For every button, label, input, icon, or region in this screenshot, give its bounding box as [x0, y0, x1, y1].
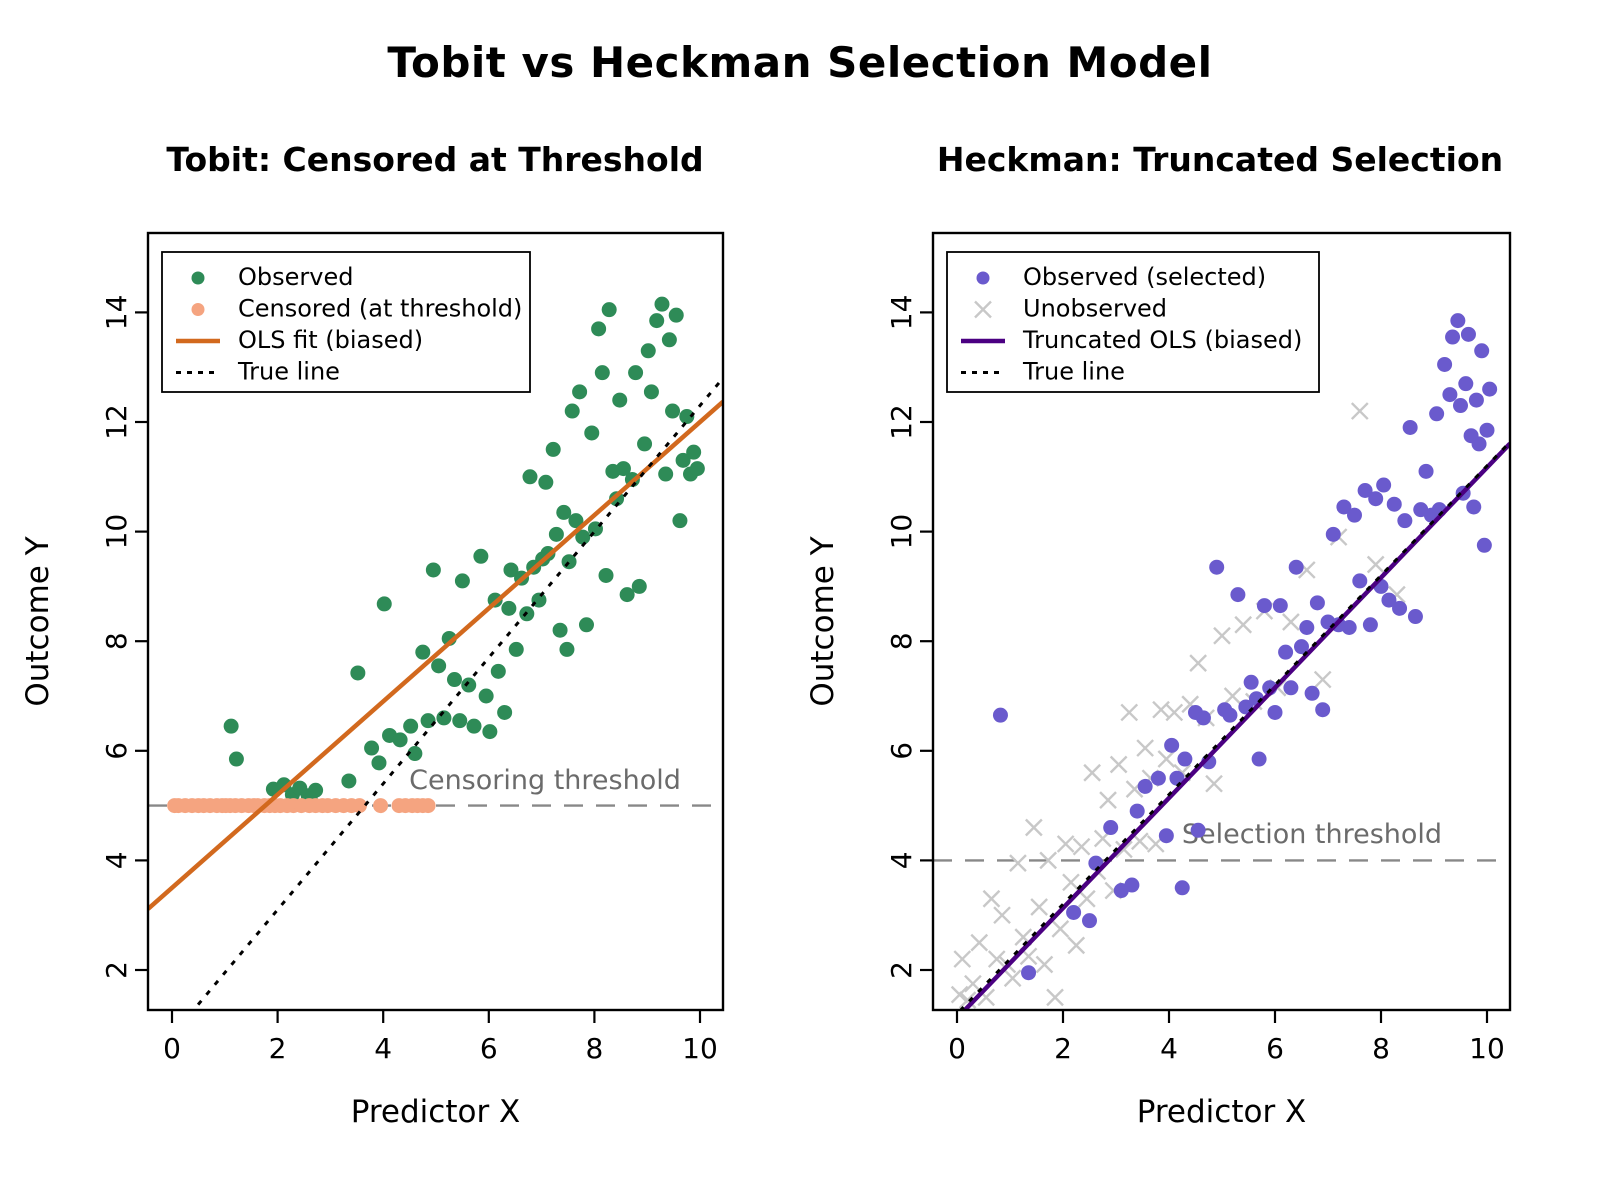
legend-marker-cross — [974, 300, 992, 319]
x-tick-label: 0 — [948, 1032, 966, 1065]
y-tick-label: 2 — [100, 961, 133, 979]
plot-frame — [146, 231, 725, 1012]
x-tick-label: 4 — [1160, 1032, 1178, 1065]
tobit-legend: Observed Censored (at threshold) OLS fit (… — [161, 251, 531, 393]
axes: 0 2 4 6 8 10 2 4 6 8 10 12 14 Predictor X Outcome Y — [20, 295, 718, 1130]
legend-marker-dot — [191, 271, 205, 285]
x-axis-label: Predictor X — [1137, 1094, 1307, 1130]
line-ols_fit_biased — [148, 400, 723, 911]
heckman-panel: 0 2 4 6 8 10 2 4 6 8 10 12 14 Predictor X Outcome Y Sel… — [805, 231, 1512, 1130]
legend-label: True line — [237, 358, 340, 386]
line-true_line — [958, 441, 1510, 1010]
threshold-label: Selection threshold — [1182, 819, 1442, 850]
plot-frame — [931, 231, 1512, 1012]
y-tick-label: 4 — [885, 851, 918, 869]
legend-label: Observed (selected) — [1023, 263, 1266, 291]
x-tick-label: 4 — [374, 1032, 392, 1065]
y-tick-label: 10 — [100, 514, 133, 550]
threshold-label: Censoring threshold — [409, 765, 681, 796]
y-tick-label: 6 — [100, 742, 133, 760]
y-tick-label: 2 — [885, 961, 918, 979]
legend-label: Censored (at threshold) — [238, 295, 522, 323]
legend-marker-dot — [976, 271, 990, 285]
tobit-panel-title: Tobit: Censored at Threshold — [166, 140, 704, 179]
x-tick-label: 2 — [269, 1032, 287, 1065]
fit-lines — [958, 441, 1510, 1010]
x-tick-label: 6 — [480, 1032, 498, 1065]
x-tick-label: 8 — [1372, 1032, 1390, 1065]
series-unobserved — [950, 402, 1406, 1009]
axes: 0 2 4 6 8 10 2 4 6 8 10 12 14 Predictor X Outcome Y — [805, 295, 1505, 1130]
legend-label: Observed — [238, 263, 353, 291]
x-tick-label: 0 — [163, 1032, 181, 1065]
y-tick-label: 8 — [885, 632, 918, 650]
y-axis-label: Outcome Y — [20, 536, 56, 706]
legend-label: True line — [1022, 358, 1125, 386]
fit-lines — [148, 377, 723, 1010]
x-tick-label: 6 — [1266, 1032, 1284, 1065]
legend-label: OLS fit (biased) — [238, 326, 423, 354]
y-tick-label: 4 — [100, 851, 133, 869]
x-tick-label: 10 — [682, 1032, 718, 1065]
y-tick-label: 6 — [885, 742, 918, 760]
series-observed_selected — [992, 313, 1498, 981]
legend-label: Unobserved — [1023, 295, 1167, 323]
x-tick-label: 2 — [1054, 1032, 1072, 1065]
series-censored_at_threshold — [167, 798, 436, 814]
y-tick-label: 14 — [100, 295, 133, 331]
heckman-legend: Observed (selected) Unobserved Truncated O… — [946, 251, 1320, 393]
x-tick-label: 10 — [1469, 1032, 1505, 1065]
y-tick-label: 10 — [885, 514, 918, 550]
y-tick-label: 12 — [885, 404, 918, 440]
tobit-panel: 0 2 4 6 8 10 2 4 6 8 10 12 14 Predictor X Outcome Y Cen… — [20, 231, 725, 1130]
main-title: Tobit vs Heckman Selection Model — [387, 38, 1213, 88]
legend-label: Truncated OLS (biased) — [1022, 326, 1302, 354]
scatter-points — [950, 313, 1498, 1009]
y-tick-label: 12 — [100, 404, 133, 440]
heckman-panel-title: Heckman: Truncated Selection — [936, 140, 1504, 179]
x-axis-label: Predictor X — [351, 1094, 521, 1130]
legend-marker-dot — [191, 303, 205, 316]
y-axis-label: Outcome Y — [805, 536, 841, 706]
x-tick-label: 8 — [585, 1032, 603, 1065]
y-tick-label: 14 — [885, 295, 918, 331]
y-tick-label: 8 — [100, 632, 133, 650]
